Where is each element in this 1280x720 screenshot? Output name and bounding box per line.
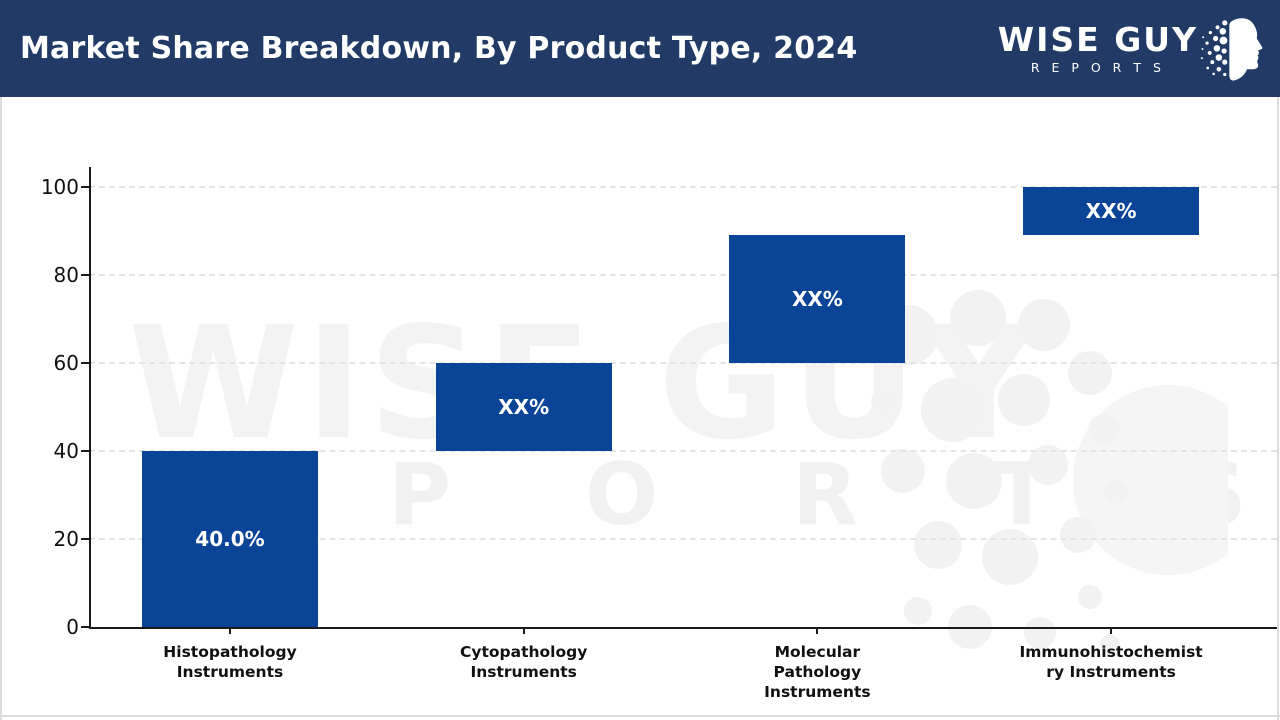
- x-axis-category-label-line: Instruments: [470, 663, 577, 681]
- x-axis-tick: [1110, 627, 1113, 634]
- gridline-40: [89, 450, 1277, 452]
- x-axis-tick: [522, 627, 525, 634]
- x-axis-tick: [816, 627, 819, 634]
- x-axis-category-label-line: Instruments: [764, 683, 871, 701]
- y-axis-tick: [81, 186, 89, 188]
- gridline-20: [89, 538, 1277, 540]
- frame-right-edge: [1277, 97, 1279, 720]
- y-axis-tick-label: 0: [66, 615, 79, 639]
- x-axis-category-label-line: ry Instruments: [1046, 663, 1176, 681]
- bar-value-label: XX%: [1085, 199, 1137, 224]
- waterfall-bar-3: [729, 235, 906, 363]
- frame-bottom-edge: [0, 715, 1280, 717]
- x-axis-category-label-line: Instruments: [176, 663, 284, 681]
- x-axis-category-label: Immunohistochemist ry Instruments: [991, 642, 1231, 682]
- bar-value-label: XX%: [791, 287, 843, 312]
- page-title: Market Share Breakdown, By Product Type,…: [20, 31, 858, 66]
- y-axis-tick: [81, 362, 89, 364]
- bar-value-label: XX%: [498, 395, 550, 419]
- frame-left-edge: [0, 97, 2, 720]
- gridline-100: [89, 186, 1277, 188]
- y-axis-spine: [89, 167, 91, 629]
- y-axis-tick-label: 20: [53, 527, 79, 551]
- waterfall-bar-2: [435, 363, 612, 451]
- x-axis-tick: [229, 627, 231, 634]
- x-axis-category-label: Molecular Pathology Instruments: [697, 642, 937, 702]
- x-axis-category-label-line: Pathology: [773, 663, 862, 681]
- chart-area: WISE GUY P O R T S 0 20 40 60 80 100 40.0% Hist…: [0, 97, 1280, 720]
- y-axis-tick: [81, 538, 89, 540]
- dotted-face-profile-icon: [1200, 17, 1263, 81]
- x-axis-category-label-line: Cytopathology: [460, 643, 588, 661]
- brand-logo: WISE GUY R E P O R T S: [998, 9, 1266, 89]
- x-axis-category-label-line: Histopathology: [163, 643, 297, 661]
- y-axis-tick: [81, 274, 89, 276]
- y-axis-tick-label: 80: [53, 263, 79, 287]
- y-axis-tick: [81, 450, 89, 452]
- x-axis-spine: [89, 627, 1277, 629]
- brand-subtext: R E P O R T S: [1030, 59, 1165, 75]
- brand-wordmark: WISE GUY: [997, 19, 1198, 59]
- x-axis-category-label-line: Molecular: [774, 643, 861, 661]
- y-axis-tick-label: 60: [53, 351, 79, 375]
- bar-value-label: 40.0%: [195, 527, 265, 551]
- x-axis-category-label: Histopathology Instruments: [110, 642, 350, 682]
- y-axis-tick-label: 100: [40, 175, 79, 199]
- y-axis-tick: [81, 626, 89, 628]
- header: Market Share Breakdown, By Product Type,…: [0, 0, 1280, 97]
- x-axis-category-label-line: Immunohistochemist: [1019, 643, 1203, 661]
- gridline-60: [89, 362, 1277, 364]
- watermark-dotted-face-icon: [871, 290, 1228, 655]
- y-axis-tick-label: 40: [53, 439, 79, 463]
- x-axis-category-label: Cytopathology Instruments: [404, 642, 644, 682]
- waterfall-bar-4: [1023, 187, 1200, 236]
- brand-logo-text: WISE GUY R E P O R T S: [998, 23, 1198, 75]
- gridline-80: [89, 274, 1277, 276]
- waterfall-bar-1: [142, 451, 318, 627]
